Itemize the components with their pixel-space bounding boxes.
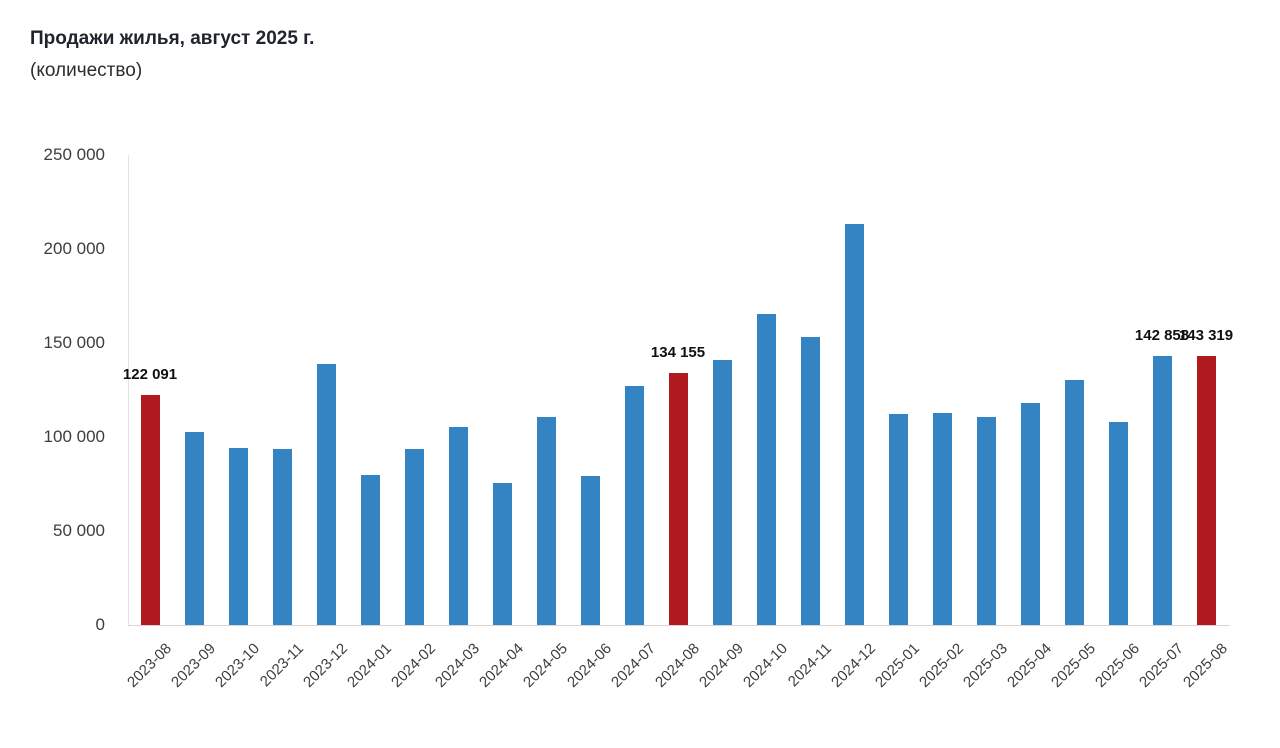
x-tick-label-2023-10: 2023-10 (212, 640, 264, 691)
bar-2024-12 (845, 224, 864, 625)
bar-value-label-2023-08: 122 091 (122, 366, 178, 383)
x-tick-label-2024-12: 2024-12 (828, 640, 880, 691)
y-tick-label: 50 000 (53, 521, 105, 540)
x-tick-label-2025-08: 2025-08 (1180, 640, 1232, 691)
x-tick-label-2024-01: 2024-01 (344, 640, 396, 691)
x-tick-label-2023-09: 2023-09 (168, 640, 220, 691)
bar-2023-10 (229, 448, 248, 625)
x-tick-label-2024-06: 2024-06 (564, 640, 616, 691)
x-tick-label-2024-07: 2024-07 (608, 640, 660, 691)
x-tick-label-2024-08: 2024-08 (652, 640, 704, 691)
bar-2024-11 (801, 337, 820, 625)
bar-2025-02 (933, 413, 952, 625)
y-tick-label: 0 (95, 615, 105, 634)
bar-2025-03 (977, 417, 996, 625)
x-axis-line (128, 625, 1230, 626)
bar-2024-03 (449, 427, 468, 625)
bar-2025-01 (889, 414, 908, 625)
bar-value-label-2024-08: 134 155 (650, 344, 706, 361)
x-tick-label-2025-02: 2025-02 (916, 640, 968, 691)
x-tick-label-2023-11: 2023-11 (256, 640, 308, 691)
x-tick-label-2024-09: 2024-09 (696, 640, 748, 691)
x-tick-label-2024-11: 2024-11 (784, 640, 836, 691)
x-tick-label-2025-06: 2025-06 (1092, 640, 1144, 691)
x-tick-label-2024-05: 2024-05 (520, 640, 572, 691)
y-tick-label: 200 000 (43, 239, 105, 258)
bar-2023-08 (141, 395, 160, 625)
x-tick-label-2023-08: 2023-08 (124, 640, 176, 691)
bar-value-label-2025-08: 143 319 (1178, 327, 1234, 344)
bar-2024-06 (581, 476, 600, 625)
y-tick-label: 250 000 (43, 145, 105, 164)
x-tick-label-2023-12: 2023-12 (300, 640, 352, 691)
y-tick-label: 100 000 (43, 427, 105, 446)
x-tick-label-2024-10: 2024-10 (740, 640, 792, 691)
bar-2023-11 (273, 449, 292, 625)
bar-2025-04 (1021, 403, 1040, 625)
x-tick-label-2025-01: 2025-01 (872, 640, 924, 691)
y-tick-label: 150 000 (43, 333, 105, 352)
x-tick-label-2024-03: 2024-03 (432, 640, 484, 691)
x-tick-label-2025-04: 2025-04 (1004, 640, 1056, 691)
bar-2024-02 (405, 449, 424, 625)
bar-2025-06 (1109, 422, 1128, 625)
bar-2024-07 (625, 386, 644, 625)
x-tick-label-2024-02: 2024-02 (388, 640, 440, 691)
bar-2024-04 (493, 483, 512, 625)
bar-2024-01 (361, 475, 380, 625)
bar-2025-07 (1153, 356, 1172, 625)
bar-2024-10 (757, 314, 776, 625)
chart-subtitle: (количество) (30, 60, 143, 81)
bar-2024-05 (537, 417, 556, 625)
bar-2023-09 (185, 432, 204, 625)
y-axis-line (128, 155, 129, 625)
chart-title: Продажи жилья, август 2025 г. (30, 28, 315, 49)
x-tick-label-2025-07: 2025-07 (1136, 640, 1188, 691)
bar-2024-09 (713, 360, 732, 625)
x-tick-label-2025-05: 2025-05 (1048, 640, 1100, 691)
bar-value-label-2025-07: 142 858 (1134, 327, 1190, 344)
bar-2025-08 (1197, 356, 1216, 625)
bar-2024-08 (669, 373, 688, 625)
bar-2025-05 (1065, 380, 1084, 625)
bar-2023-12 (317, 364, 336, 625)
x-tick-label-2024-04: 2024-04 (476, 640, 528, 691)
x-tick-label-2025-03: 2025-03 (960, 640, 1012, 691)
